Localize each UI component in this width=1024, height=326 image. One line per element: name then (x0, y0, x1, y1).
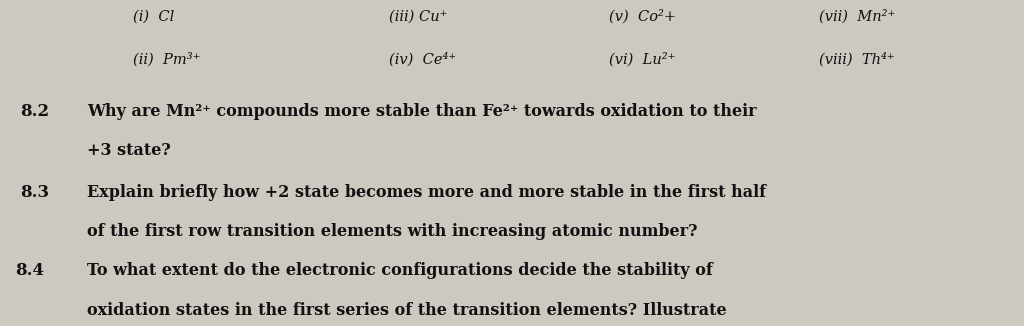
Text: (iv)  Ce⁴⁺: (iv) Ce⁴⁺ (389, 52, 457, 67)
Text: To what extent do the electronic configurations decide the stability of: To what extent do the electronic configu… (87, 262, 713, 279)
Text: (vi)  Lu²⁺: (vi) Lu²⁺ (609, 52, 676, 67)
Text: (iii) Cu⁺: (iii) Cu⁺ (389, 10, 447, 24)
Text: (v)  Co²+: (v) Co²+ (609, 10, 677, 24)
Text: 8.2: 8.2 (20, 103, 49, 120)
Text: (vii)  Mn²⁺: (vii) Mn²⁺ (819, 10, 895, 24)
Text: +3 state?: +3 state? (87, 142, 171, 159)
Text: Why are Mn²⁺ compounds more stable than Fe²⁺ towards oxidation to their: Why are Mn²⁺ compounds more stable than … (87, 103, 757, 120)
Text: 8.4: 8.4 (15, 262, 44, 279)
Text: (i)  Cl: (i) Cl (133, 10, 174, 24)
Text: of the first row transition elements with increasing atomic number?: of the first row transition elements wit… (87, 223, 697, 240)
Text: (ii)  Pm³⁺: (ii) Pm³⁺ (133, 52, 201, 67)
Text: 8.3: 8.3 (20, 184, 49, 201)
Text: oxidation states in the first series of the transition elements? Illustrate: oxidation states in the first series of … (87, 302, 727, 319)
Text: (viii)  Th⁴⁺: (viii) Th⁴⁺ (819, 52, 895, 67)
Text: Explain briefly how +2 state becomes more and more stable in the first half: Explain briefly how +2 state becomes mor… (87, 184, 766, 201)
